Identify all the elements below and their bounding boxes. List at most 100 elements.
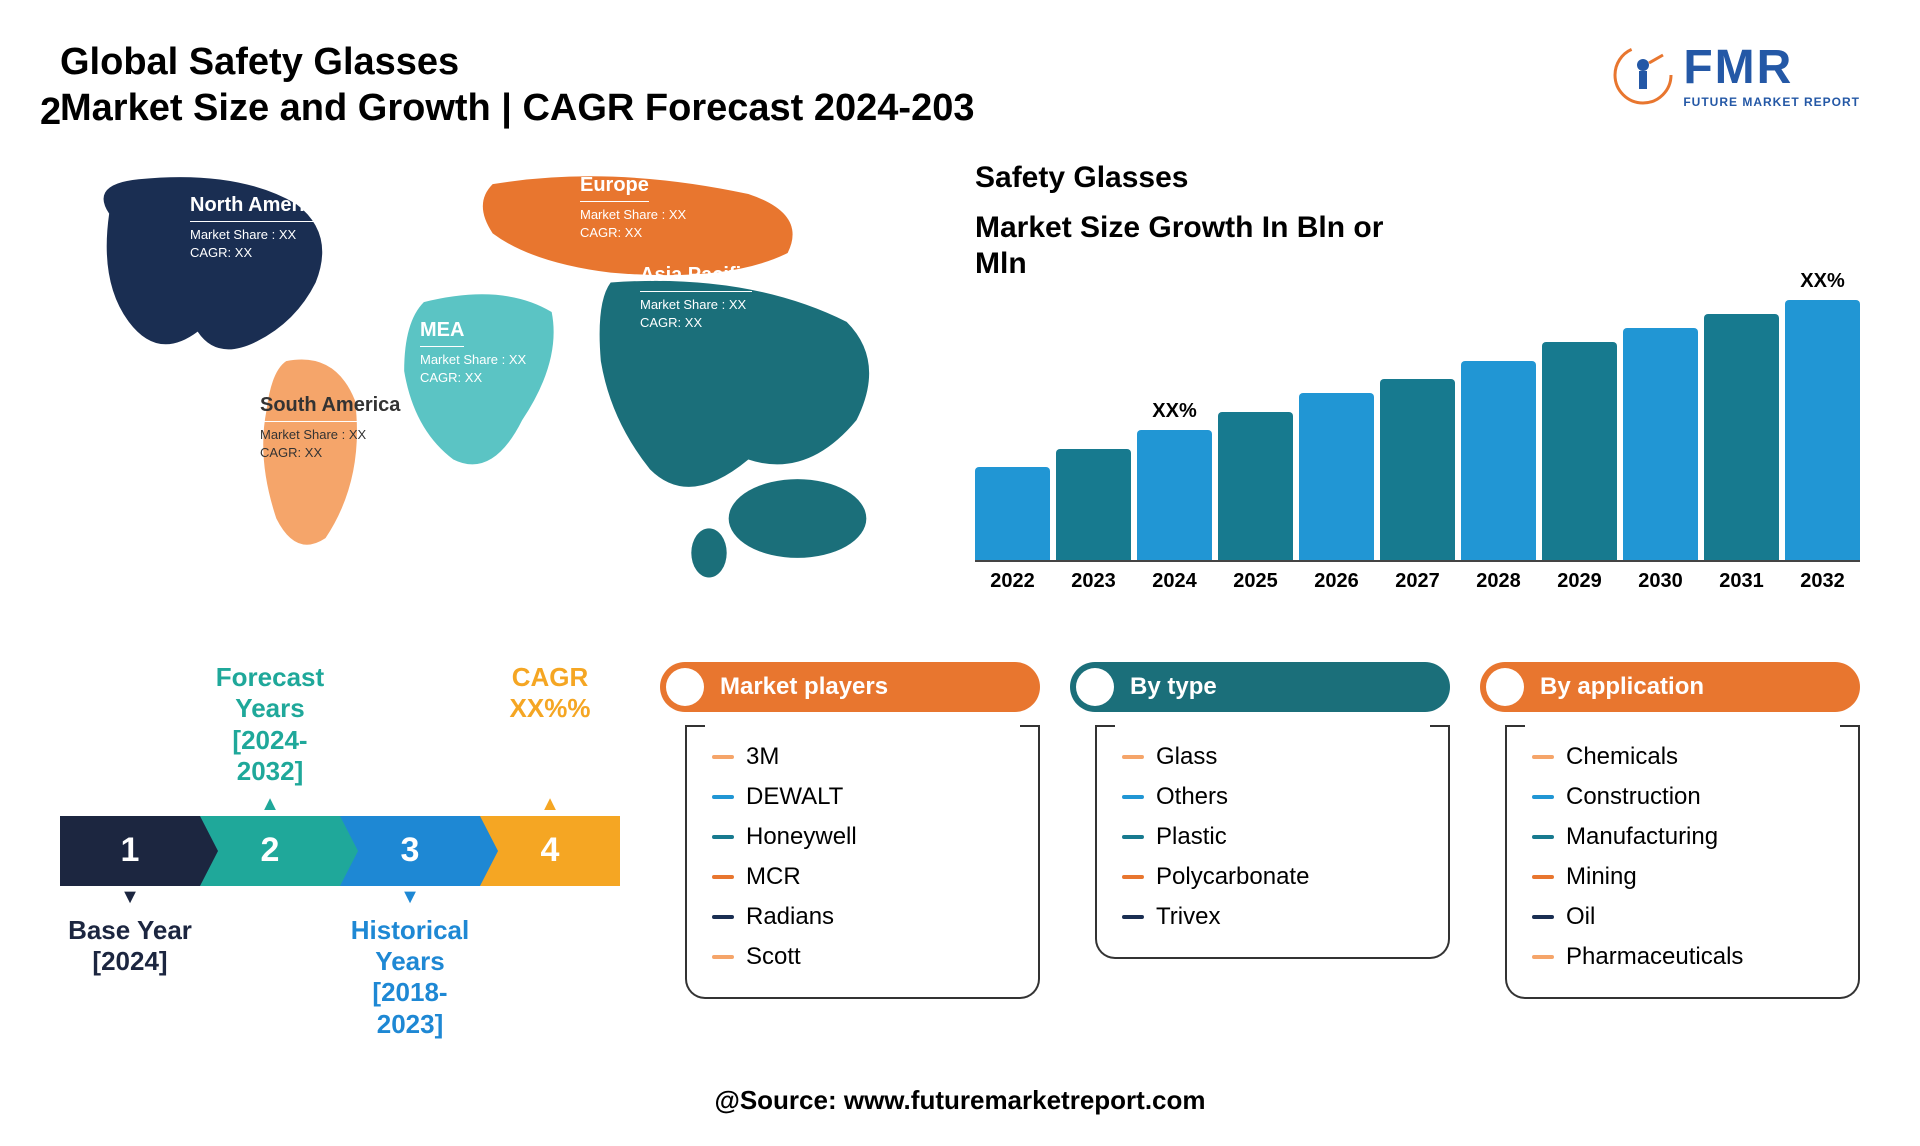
title-stray-char: 2	[40, 90, 61, 136]
year-label-2029: 2029	[1542, 570, 1617, 593]
bar-2027	[1380, 379, 1455, 560]
logo-icon	[1613, 45, 1673, 105]
year-label-2022: 2022	[975, 570, 1050, 593]
timeline-label-0: Base Year[2024]	[60, 915, 200, 1040]
dash-icon	[1532, 875, 1554, 879]
list-item-text: Others	[1156, 783, 1228, 811]
list-item: Radians	[712, 897, 1038, 937]
bar-2028	[1461, 361, 1536, 561]
list-item-text: Trivex	[1156, 903, 1220, 931]
year-label-2025: 2025	[1218, 570, 1293, 593]
timeline-box-1: 1	[60, 816, 200, 886]
list-item: Others	[1122, 777, 1448, 817]
bar-2025	[1218, 412, 1293, 561]
logo-text: FMR	[1683, 40, 1860, 95]
year-label-2028: 2028	[1461, 570, 1536, 593]
dash-icon	[712, 795, 734, 799]
dash-icon	[712, 915, 734, 919]
list-item: Construction	[1532, 777, 1858, 817]
timeline-label-0	[60, 662, 200, 787]
timeline-label-2: Historical Years[2018-2023]	[340, 915, 480, 1040]
list-item: Honeywell	[712, 817, 1038, 857]
list-market-players: Market players3MDEWALTHoneywellMCRRadian…	[660, 662, 1040, 999]
list-item: Pharmaceuticals	[1532, 937, 1858, 977]
timeline-box-4: 4	[480, 816, 620, 886]
list-item-text: DEWALT	[746, 783, 843, 811]
region-europe: EuropeMarket Share : XXCAGR: XX	[580, 171, 686, 242]
timeline-label-3	[480, 915, 620, 1040]
list-item: Manufacturing	[1532, 817, 1858, 857]
list-item-text: Chemicals	[1566, 743, 1678, 771]
list-item: Mining	[1532, 857, 1858, 897]
dash-icon	[1122, 795, 1144, 799]
bar-label-2032: XX%	[1800, 270, 1844, 293]
timeline-arrow-2	[340, 793, 480, 816]
list-item: Polycarbonate	[1122, 857, 1448, 897]
dash-icon	[712, 955, 734, 959]
bar-2022	[975, 467, 1050, 560]
dash-icon	[712, 835, 734, 839]
dash-icon	[1122, 755, 1144, 759]
dash-icon	[1532, 795, 1554, 799]
bars-container: XX% XX%	[975, 302, 1860, 562]
dash-icon	[1122, 875, 1144, 879]
dash-icon	[1532, 835, 1554, 839]
list-item-text: Mining	[1566, 863, 1637, 891]
year-label-2031: 2031	[1704, 570, 1779, 593]
bar-label-2024: XX%	[1152, 400, 1196, 423]
list-item-text: Pharmaceuticals	[1566, 943, 1743, 971]
bar-2030	[1623, 328, 1698, 560]
lists-area: Market players3MDEWALTHoneywellMCRRadian…	[660, 662, 1860, 999]
logo-subtitle: FUTURE MARKET REPORT	[1683, 95, 1860, 109]
timeline-arrow-3	[480, 886, 620, 909]
list-item-text: Manufacturing	[1566, 823, 1718, 851]
year-label-2026: 2026	[1299, 570, 1374, 593]
dash-icon	[1122, 835, 1144, 839]
year-label-2024: 2024	[1137, 570, 1212, 593]
bar-2031	[1704, 314, 1779, 560]
list-item: DEWALT	[712, 777, 1038, 817]
title-line-2: Market Size and Growth | CAGR Forecast 2…	[60, 86, 975, 132]
timeline-arrow-1: ▲	[200, 793, 340, 816]
timeline-arrow-1	[200, 886, 340, 909]
timeline-label-1: Forecast Years[2024-2032]	[200, 662, 340, 787]
region-north-america: North AmericaMarket Share : XXCAGR: XX	[190, 191, 327, 262]
list-item-text: Glass	[1156, 743, 1217, 771]
list-item: Chemicals	[1532, 737, 1858, 777]
year-label-2023: 2023	[1056, 570, 1131, 593]
mid-row: Forecast Years[2024-2032]CAGRXX%% ▲▲ 123…	[60, 662, 1860, 1040]
timeline-label-2	[340, 662, 480, 787]
chart-subtitle: Market Size Growth In Bln or Mln	[975, 210, 1425, 282]
fmr-logo: FMR FUTURE MARKET REPORT	[1613, 40, 1860, 109]
dash-icon	[712, 755, 734, 759]
timeline-arrow-3: ▲	[480, 793, 620, 816]
timeline-box-3: 3	[340, 816, 480, 886]
dash-icon	[1532, 755, 1554, 759]
dash-icon	[1122, 915, 1144, 919]
timeline-arrow-0	[60, 793, 200, 816]
bar-2029	[1542, 342, 1617, 560]
bar-2026	[1299, 393, 1374, 560]
list-item-text: 3M	[746, 743, 779, 771]
bar-2024: XX%	[1137, 430, 1212, 560]
list-item-text: Plastic	[1156, 823, 1227, 851]
list-item: MCR	[712, 857, 1038, 897]
top-row: North AmericaMarket Share : XXCAGR: XXSo…	[60, 161, 1860, 602]
year-label-2027: 2027	[1380, 570, 1455, 593]
timeline-label-3: CAGRXX%%	[480, 662, 620, 787]
list-item-text: Oil	[1566, 903, 1595, 931]
timeline-arrow-2: ▼	[340, 886, 480, 909]
list-item-text: Construction	[1566, 783, 1701, 811]
timeline-label-1	[200, 915, 340, 1040]
pill-by-type: By type	[1070, 662, 1450, 712]
list-item: Trivex	[1122, 897, 1448, 937]
bar-chart-area: Safety Glasses Market Size Growth In Bln…	[975, 161, 1860, 602]
list-item-text: Polycarbonate	[1156, 863, 1309, 891]
chart-title: Safety Glasses	[975, 161, 1860, 195]
dash-icon	[1532, 915, 1554, 919]
year-label-2032: 2032	[1785, 570, 1860, 593]
page-title: Global Safety Glasses 2 Market Size and …	[60, 40, 975, 131]
region-mea: MEAMarket Share : XXCAGR: XX	[420, 316, 526, 387]
list-by-type: By type Glass Others Plastic Polycarbonate Tr…	[1070, 662, 1450, 999]
list-item-text: Radians	[746, 903, 834, 931]
